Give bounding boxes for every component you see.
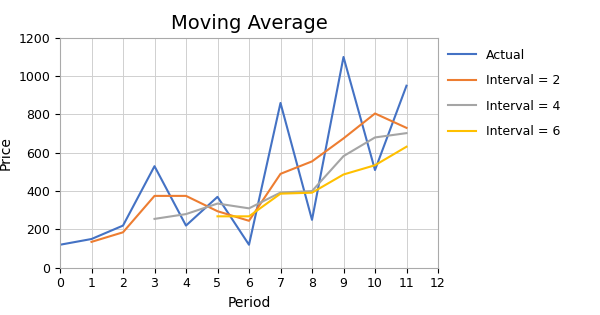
Actual — [308, 218, 316, 222]
Interval = 4 — [371, 135, 379, 139]
Interval = 6 — [371, 163, 379, 167]
Interval = 6 — [403, 145, 410, 149]
Interval = 6 — [245, 215, 253, 218]
Line: Interval = 2: Interval = 2 — [91, 113, 407, 242]
Interval = 4 — [151, 217, 158, 221]
Actual — [245, 243, 253, 247]
Interval = 2 — [277, 172, 284, 176]
Interval = 6 — [340, 173, 347, 176]
Interval = 2 — [308, 159, 316, 163]
Legend: Actual, Interval = 2, Interval = 4, Interval = 6: Actual, Interval = 2, Interval = 4, Inte… — [448, 49, 560, 138]
Interval = 4 — [308, 189, 316, 193]
Actual — [182, 224, 190, 227]
Interval = 6 — [308, 191, 316, 195]
Interval = 2 — [88, 240, 95, 244]
Interval = 4 — [340, 154, 347, 158]
Line: Interval = 4: Interval = 4 — [155, 133, 407, 219]
Interval = 4 — [182, 212, 190, 216]
Actual — [403, 84, 410, 88]
Interval = 4 — [277, 191, 284, 194]
Interval = 4 — [214, 202, 221, 205]
Actual — [56, 243, 64, 247]
Interval = 4 — [245, 206, 253, 210]
Actual — [88, 237, 95, 241]
Interval = 2 — [151, 194, 158, 198]
Actual — [119, 224, 127, 227]
Interval = 6 — [214, 215, 221, 218]
Interval = 2 — [214, 209, 221, 213]
X-axis label: Period: Period — [227, 296, 271, 310]
Interval = 2 — [119, 230, 127, 234]
Title: Moving Average: Moving Average — [170, 14, 328, 33]
Interval = 6 — [277, 192, 284, 196]
Interval = 2 — [182, 194, 190, 198]
Line: Interval = 6: Interval = 6 — [218, 147, 407, 216]
Interval = 4 — [403, 131, 410, 135]
Actual — [340, 55, 347, 59]
Actual — [151, 164, 158, 168]
Line: Actual: Actual — [60, 57, 407, 245]
Y-axis label: Price: Price — [0, 136, 13, 170]
Actual — [277, 101, 284, 105]
Actual — [214, 195, 221, 199]
Interval = 2 — [371, 112, 379, 115]
Interval = 2 — [403, 126, 410, 130]
Interval = 2 — [340, 136, 347, 140]
Actual — [371, 168, 379, 172]
Interval = 2 — [245, 219, 253, 223]
